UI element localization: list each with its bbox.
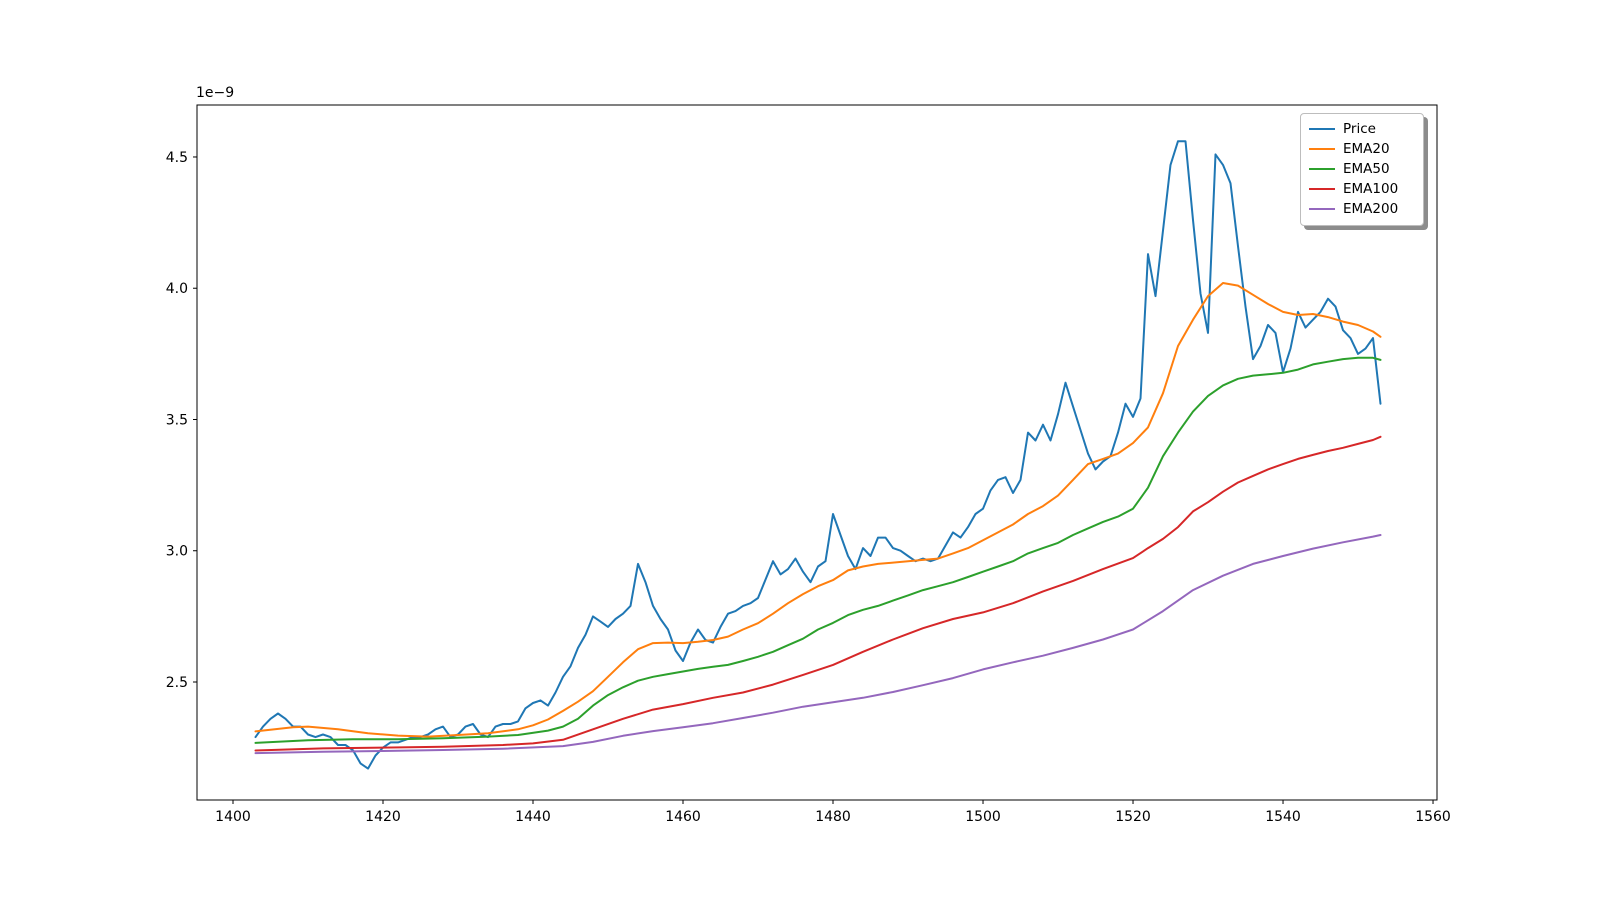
y-tick-label: 3.0 <box>166 544 188 560</box>
y-tick-label: 2.5 <box>166 675 188 691</box>
legend-item-ema50: EMA50 <box>1309 159 1415 179</box>
y-tick-label: 4.5 <box>166 150 188 166</box>
legend-label-ema50: EMA50 <box>1343 161 1390 177</box>
legend-item-ema20: EMA20 <box>1309 139 1415 159</box>
ema200-line <box>254 534 1382 755</box>
legend-item-ema200: EMA200 <box>1309 199 1415 219</box>
legend: Price EMA20 EMA50 EMA100 EMA200 <box>1300 113 1424 226</box>
ema20-line-swatch-icon <box>1309 148 1335 150</box>
y-tick-label: 4.0 <box>166 281 188 297</box>
x-tick-label: 1460 <box>665 809 701 825</box>
y-axis-offset-label: 1e−9 <box>196 85 234 101</box>
ema20-line <box>254 282 1382 738</box>
axes-frame <box>196 104 1438 801</box>
ema100-line <box>254 435 1382 752</box>
ema200-line-swatch-icon <box>1309 208 1335 210</box>
ema100-line-swatch-icon <box>1309 188 1335 190</box>
legend-label-ema200: EMA200 <box>1343 201 1399 217</box>
y-tick-label: 3.5 <box>166 412 188 428</box>
x-tick-label: 1400 <box>215 809 251 825</box>
x-tick-label: 1520 <box>1115 809 1151 825</box>
x-tick-label: 1500 <box>965 809 1001 825</box>
x-tick-label: 1540 <box>1265 809 1301 825</box>
legend-label-price: Price <box>1343 121 1376 137</box>
x-tick-label: 1440 <box>515 809 551 825</box>
price-line-swatch-icon <box>1309 128 1335 130</box>
x-tick-label: 1560 <box>1415 809 1451 825</box>
price-line <box>254 140 1382 770</box>
legend-label-ema20: EMA20 <box>1343 141 1390 157</box>
x-tick-label: 1420 <box>365 809 401 825</box>
legend-label-ema100: EMA100 <box>1343 181 1399 197</box>
x-tick-label: 1480 <box>815 809 851 825</box>
ema50-line-swatch-icon <box>1309 168 1335 170</box>
ema50-line <box>254 356 1382 744</box>
legend-item-ema100: EMA100 <box>1309 179 1415 199</box>
legend-item-price: Price <box>1309 119 1415 139</box>
